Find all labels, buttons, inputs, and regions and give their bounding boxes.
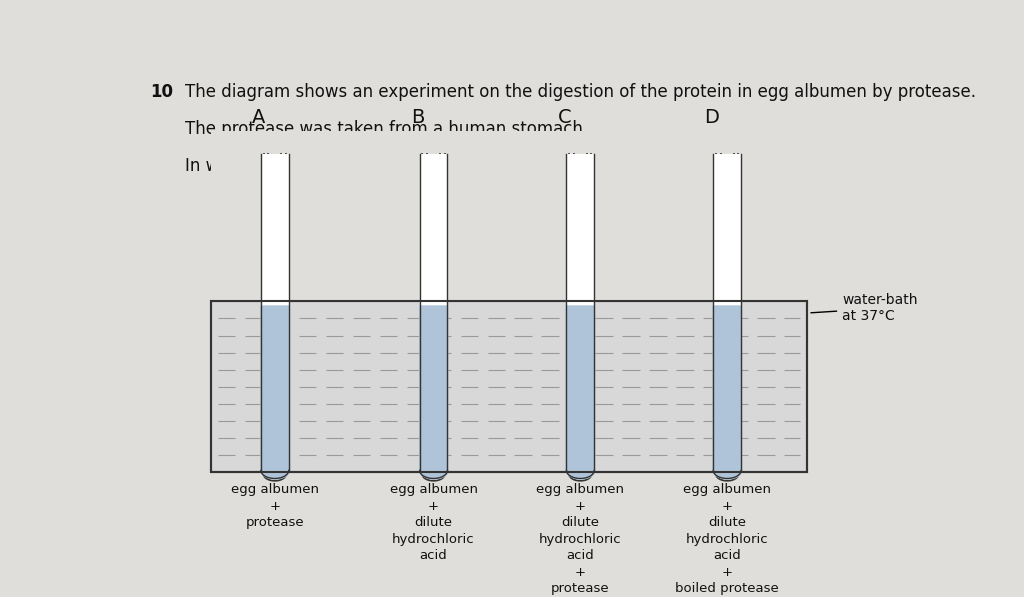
Polygon shape <box>264 475 286 481</box>
Bar <box>574 155 587 301</box>
Text: egg albumen
+
dilute
hydrochloric
acid
+
protease: egg albumen + dilute hydrochloric acid +… <box>537 483 625 595</box>
Polygon shape <box>716 475 738 481</box>
Text: egg albumen
+
dilute
hydrochloric
acid
+
boiled protease: egg albumen + dilute hydrochloric acid +… <box>675 483 779 595</box>
Polygon shape <box>569 475 592 481</box>
Text: A: A <box>252 108 265 127</box>
Polygon shape <box>261 306 289 478</box>
Polygon shape <box>566 306 594 478</box>
Bar <box>268 155 282 301</box>
Bar <box>427 155 440 301</box>
Text: egg albumen
+
protease: egg albumen + protease <box>230 483 318 529</box>
Text: D: D <box>703 108 719 127</box>
Text: egg albumen
+
dilute
hydrochloric
acid: egg albumen + dilute hydrochloric acid <box>389 483 477 562</box>
Text: C: C <box>558 108 571 127</box>
FancyBboxPatch shape <box>714 155 741 306</box>
Polygon shape <box>714 306 741 478</box>
Polygon shape <box>423 475 444 481</box>
Text: The diagram shows an experiment on the digestion of the protein in egg albumen b: The diagram shows an experiment on the d… <box>185 83 976 101</box>
Bar <box>211 131 807 301</box>
Text: In which test-tube will the protein be digested most quickly?: In which test-tube will the protein be d… <box>185 156 688 175</box>
FancyBboxPatch shape <box>261 155 289 306</box>
Polygon shape <box>420 306 447 478</box>
FancyBboxPatch shape <box>420 155 447 306</box>
Bar <box>721 155 733 301</box>
Text: B: B <box>411 108 424 127</box>
FancyBboxPatch shape <box>211 301 807 472</box>
FancyBboxPatch shape <box>566 155 594 306</box>
Text: 10: 10 <box>151 83 173 101</box>
Text: water-bath
at 37°C: water-bath at 37°C <box>811 293 918 324</box>
Text: The protease was taken from a human stomach.: The protease was taken from a human stom… <box>185 120 588 138</box>
